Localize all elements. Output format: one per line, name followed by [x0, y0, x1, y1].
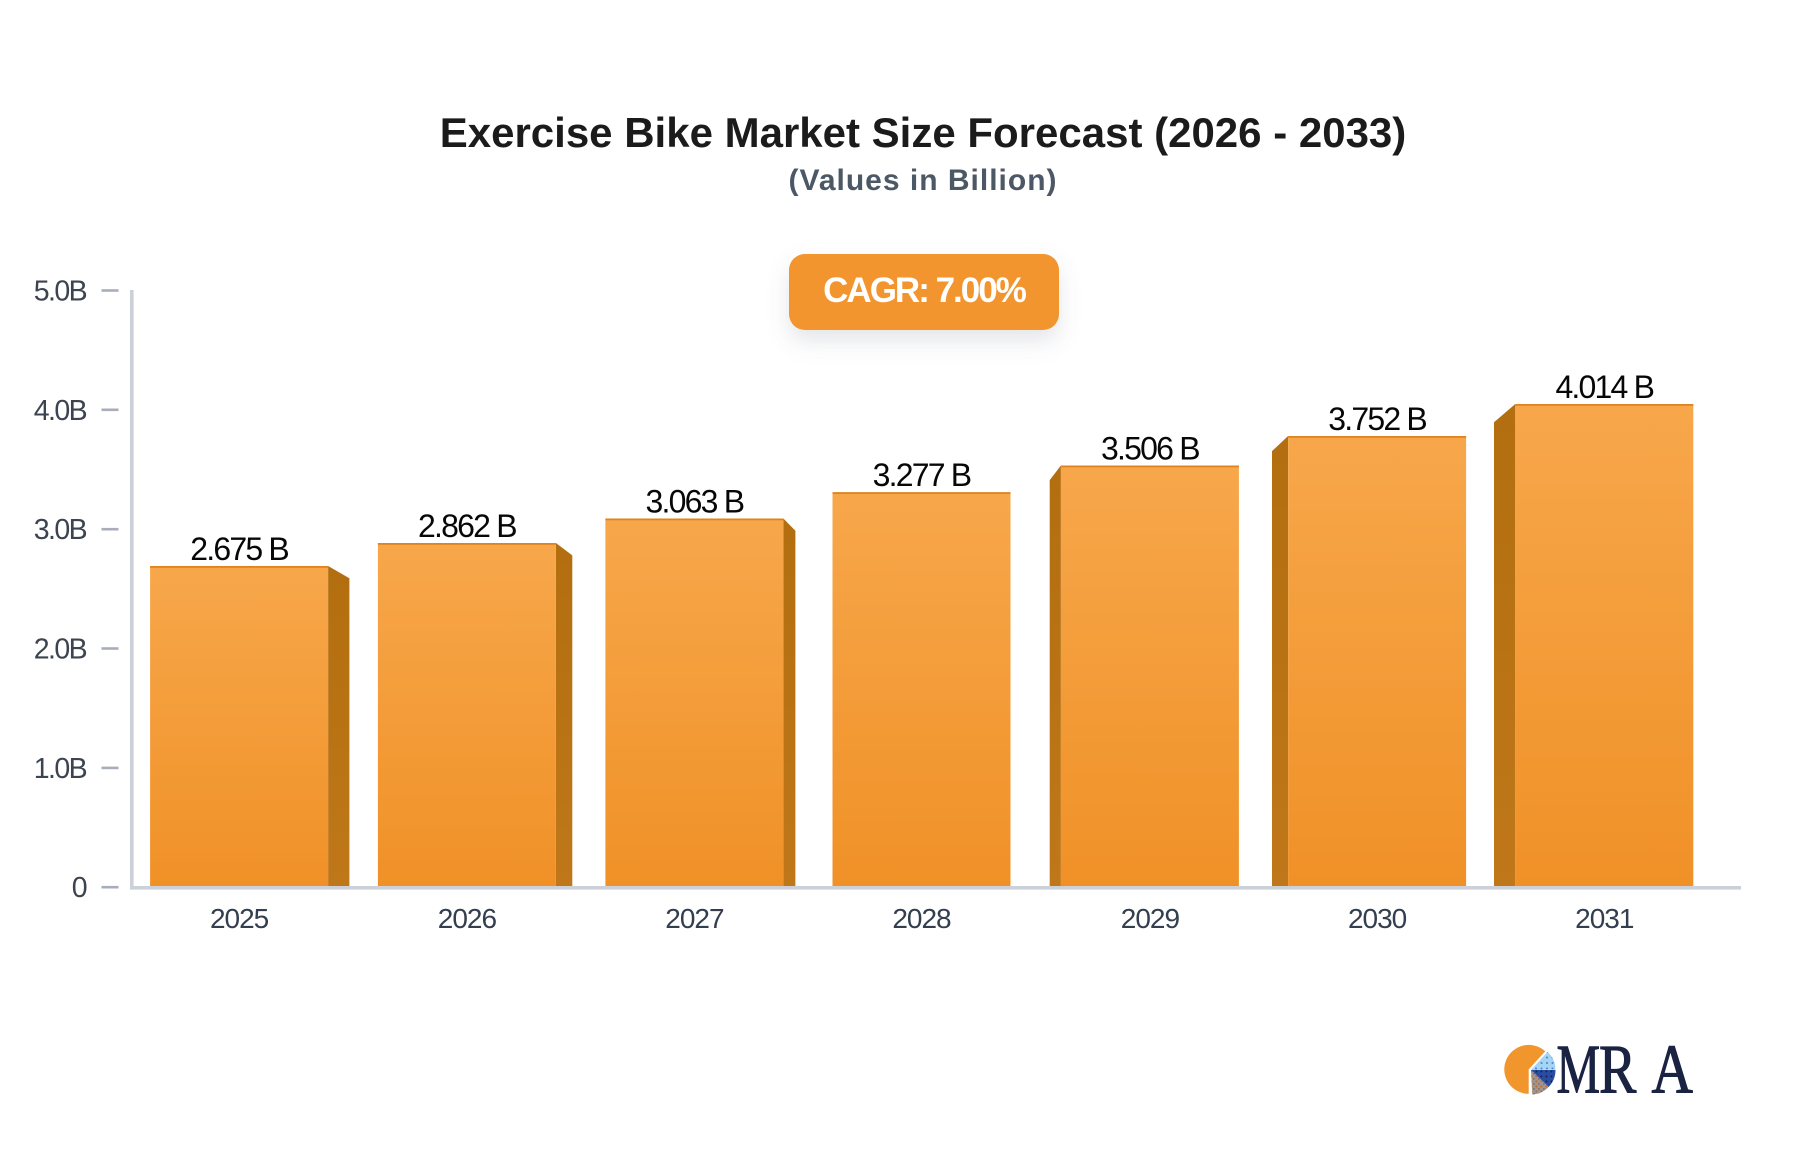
svg-text:0: 0: [72, 872, 87, 904]
svg-text:2025: 2025: [210, 903, 269, 934]
svg-text:2027: 2027: [665, 903, 724, 934]
svg-text:(Values in Billion): (Values in Billion): [788, 164, 1057, 197]
svg-text:5.0B: 5.0B: [34, 276, 87, 308]
svg-text:2.675 B: 2.675 B: [190, 531, 288, 567]
svg-text:R: R: [1599, 1031, 1637, 1108]
svg-text:3.277 B: 3.277 B: [873, 457, 971, 493]
svg-text:3.063 B: 3.063 B: [646, 484, 744, 520]
svg-text:M: M: [1557, 1031, 1601, 1109]
svg-text:CAGR: 7.00%: CAGR: 7.00%: [823, 271, 1027, 310]
svg-text:4.0B: 4.0B: [34, 395, 87, 427]
svg-text:2028: 2028: [892, 903, 951, 934]
svg-text:2031: 2031: [1575, 903, 1634, 934]
svg-text:2.0B: 2.0B: [34, 634, 87, 666]
svg-text:2029: 2029: [1121, 903, 1180, 934]
svg-text:4.014 B: 4.014 B: [1555, 369, 1653, 405]
svg-text:Exercise Bike Market Size Fore: Exercise Bike Market Size Forecast (2026…: [440, 109, 1407, 156]
svg-text:2026: 2026: [438, 903, 497, 934]
svg-text:1.0B: 1.0B: [34, 753, 87, 785]
svg-text:2.862 B: 2.862 B: [418, 508, 516, 544]
svg-text:3.506 B: 3.506 B: [1101, 431, 1199, 467]
svg-text:3.0B: 3.0B: [34, 514, 87, 546]
svg-text:2030: 2030: [1348, 903, 1407, 934]
svg-text:A: A: [1652, 1030, 1693, 1108]
svg-text:3.752 B: 3.752 B: [1328, 401, 1426, 437]
